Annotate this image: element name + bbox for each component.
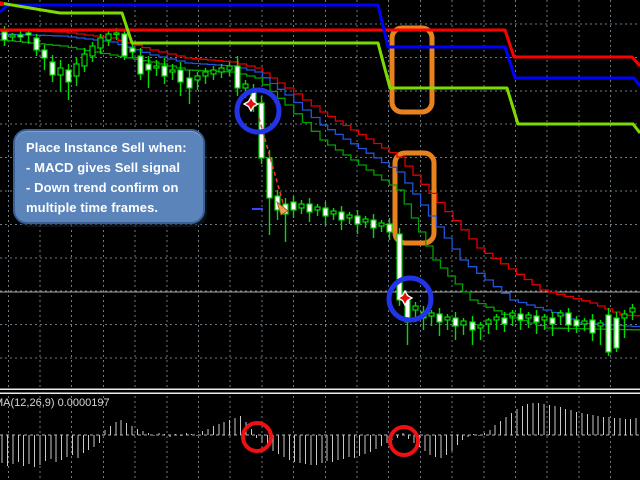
candle — [9, 33, 16, 41]
candle — [81, 48, 88, 72]
candle — [137, 48, 144, 80]
candle — [282, 198, 289, 242]
candle — [186, 70, 193, 104]
candle — [396, 228, 403, 306]
red-circle-annotation — [241, 421, 273, 453]
candle — [444, 314, 451, 330]
candle — [218, 64, 225, 78]
callout-line: - MACD gives Sell signal — [26, 160, 181, 175]
candle — [541, 314, 548, 330]
candle — [177, 62, 184, 96]
annotations — [0, 2, 434, 457]
candle — [145, 56, 152, 88]
candle — [469, 316, 476, 345]
candle — [306, 198, 313, 222]
candle — [378, 220, 385, 232]
candle — [202, 68, 209, 84]
candle — [533, 310, 540, 334]
candle — [597, 320, 604, 345]
candle — [330, 208, 337, 220]
candle — [509, 310, 516, 326]
blue-circle-annotation — [386, 275, 434, 323]
red-band — [0, 28, 640, 67]
thin-blue-ma — [0, 33, 640, 328]
red-circle-annotation — [388, 425, 420, 457]
candle — [621, 310, 628, 338]
candle — [234, 56, 241, 96]
candle — [452, 312, 459, 340]
candle — [346, 212, 353, 224]
candle — [41, 45, 48, 70]
osma-histogram — [1, 403, 637, 467]
candle — [581, 318, 588, 331]
sell-arrow-icon — [396, 289, 414, 307]
candle — [629, 304, 636, 320]
candle — [501, 312, 508, 332]
trend-band-lines — [0, 1, 640, 134]
callout-line: Place Instance Sell when: — [26, 140, 187, 155]
callout-line: - Down trend confirm on — [26, 180, 179, 195]
candle — [354, 210, 361, 234]
callout-note: Place Instance Sell when: - MACD gives S… — [13, 129, 205, 224]
candle — [226, 62, 233, 76]
candle — [153, 60, 160, 76]
candle — [436, 308, 443, 336]
candle — [33, 34, 40, 56]
candle — [210, 66, 217, 80]
candle — [362, 216, 369, 228]
candle — [266, 150, 273, 235]
candle — [161, 58, 168, 84]
indicator-label: MA(12,26,9) 0.0000197 — [0, 397, 110, 409]
candle — [17, 31, 24, 42]
candle — [613, 312, 620, 352]
candle — [428, 310, 435, 326]
candle — [121, 30, 128, 60]
candle — [370, 214, 377, 238]
red-edge-tick — [0, 2, 4, 6]
candle — [322, 202, 329, 226]
candle — [49, 55, 56, 82]
candle — [605, 308, 612, 356]
candle — [290, 196, 297, 218]
sell-arrow-icon — [242, 95, 260, 113]
candle — [338, 206, 345, 230]
panel-separator — [0, 388, 640, 394]
candle — [525, 312, 532, 328]
candle — [89, 42, 96, 62]
candle — [589, 314, 596, 341]
candle — [549, 312, 556, 336]
candle — [573, 316, 580, 333]
green-band — [0, 1, 640, 134]
candle — [460, 318, 467, 335]
candle — [386, 218, 393, 240]
blue-band — [0, 3, 640, 87]
candle — [517, 308, 524, 330]
candle — [557, 310, 564, 324]
orange-highlight-rect — [392, 150, 437, 246]
candle — [298, 200, 305, 214]
candle — [314, 204, 321, 216]
candle — [65, 64, 72, 100]
candle — [477, 322, 484, 340]
blue-circle-annotation — [234, 87, 282, 135]
candle — [57, 60, 64, 92]
candle — [565, 308, 572, 332]
candle — [25, 30, 32, 44]
orange-arrow-icon — [276, 200, 289, 216]
candle — [485, 318, 492, 334]
candle — [169, 64, 176, 80]
callout-line: multiple time frames. — [26, 200, 159, 215]
candle — [97, 34, 104, 54]
candle — [493, 314, 500, 330]
orange-highlights — [389, 25, 437, 246]
candle — [129, 42, 136, 58]
orange-highlight-rect — [389, 25, 435, 115]
candle — [194, 72, 201, 90]
candle — [105, 30, 112, 46]
candle — [73, 58, 80, 86]
